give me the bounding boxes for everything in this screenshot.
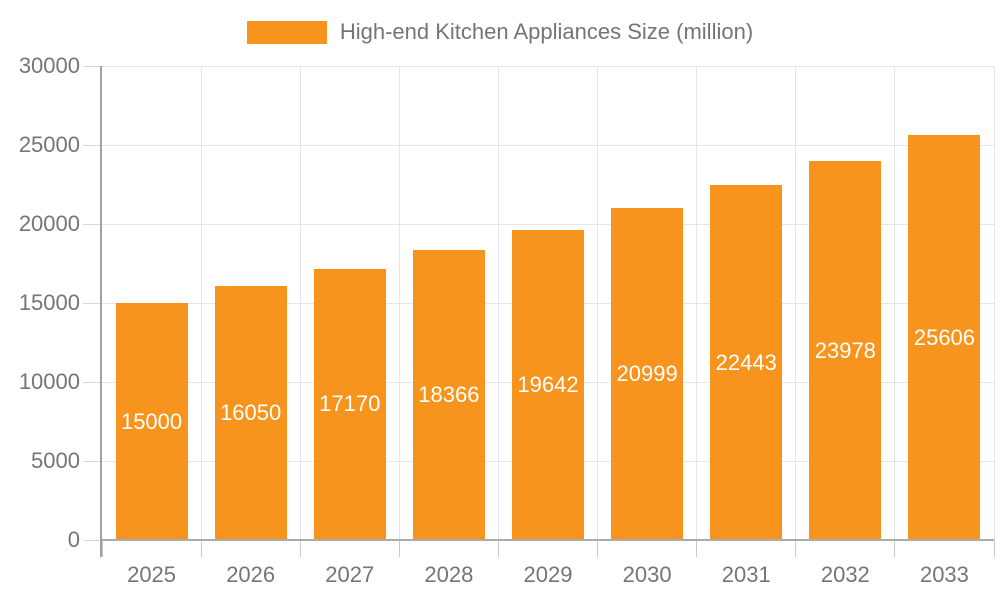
gridline-vertical	[993, 66, 995, 540]
bar-value-label: 25606	[913, 324, 976, 350]
legend[interactable]: High-end Kitchen Appliances Size (millio…	[0, 19, 1000, 45]
gridline-vertical	[200, 66, 202, 540]
y-axis-tick	[83, 65, 100, 67]
y-axis-label: 20000	[18, 211, 80, 236]
bar-2027[interactable]: 17170	[313, 268, 386, 540]
bar-2031[interactable]: 22443	[710, 185, 783, 540]
bar-value-label: 23978	[814, 337, 876, 363]
gridline-horizontal	[102, 223, 994, 225]
bar-value-label: 19642	[517, 371, 579, 397]
y-axis-tick	[83, 381, 100, 383]
gridline-horizontal	[102, 144, 994, 146]
x-axis-label: 2028	[424, 562, 474, 587]
y-axis-tick	[83, 460, 100, 462]
x-axis-tick	[894, 540, 896, 557]
x-axis-label: 2026	[226, 562, 276, 587]
bar-2033[interactable]: 25606	[908, 135, 981, 540]
y-axis-label: 10000	[18, 369, 80, 394]
y-axis-label: 0	[67, 527, 80, 552]
bar-2028[interactable]: 18366	[412, 249, 485, 540]
bar-value-label: 22443	[715, 349, 777, 375]
plot-area: 0 5000 10000 15000 20000 25000 30000 15000 16050…	[19, 55, 995, 587]
y-axis-tick	[83, 144, 100, 146]
x-axis-label: 2030	[622, 562, 672, 587]
x-axis-tick	[993, 540, 995, 557]
gridline-vertical	[398, 66, 400, 540]
y-axis-line	[100, 66, 102, 557]
bar-2026[interactable]: 16050	[214, 286, 287, 540]
y-axis-label: 25000	[18, 132, 80, 157]
x-axis-label: 2029	[523, 562, 573, 587]
x-axis-tick	[795, 540, 797, 557]
bar-2030[interactable]: 20999	[611, 208, 684, 540]
y-axis-tick	[83, 539, 100, 541]
x-axis-tick	[497, 540, 499, 557]
gridline-vertical	[696, 66, 698, 540]
bar-2025[interactable]: 15000	[115, 303, 188, 540]
gridline-horizontal	[102, 65, 994, 67]
gridline-vertical	[795, 66, 797, 540]
x-axis-label: 2033	[919, 562, 969, 587]
x-axis-label: 2027	[325, 562, 375, 587]
bar-value-label: 15000	[120, 408, 183, 434]
y-axis-label: 15000	[18, 290, 80, 315]
bar-2029[interactable]: 19642	[512, 229, 584, 540]
x-axis-label: 2025	[127, 562, 177, 587]
y-axis-label: 30000	[18, 53, 80, 78]
y-axis-tick	[83, 302, 100, 304]
x-axis-label: 2032	[820, 562, 870, 587]
legend-label: High-end Kitchen Appliances Size (millio…	[339, 19, 754, 44]
x-axis-line	[102, 539, 994, 541]
gridline-vertical	[597, 66, 599, 540]
gridline-vertical	[894, 66, 896, 540]
x-axis-tick	[696, 540, 698, 557]
x-axis-tick	[200, 540, 202, 557]
legend-swatch	[246, 20, 327, 44]
x-axis-label: 2031	[721, 562, 771, 587]
x-axis-tick	[101, 540, 103, 557]
bar-value-label: 18366	[418, 381, 480, 407]
x-axis-tick	[398, 540, 400, 557]
bar-value-label: 17170	[319, 391, 381, 417]
bar-2032[interactable]: 23978	[809, 161, 882, 540]
bar-value-label: 16050	[220, 400, 282, 426]
gridline-vertical	[497, 66, 499, 540]
gridline-vertical	[299, 66, 301, 540]
x-axis-tick	[299, 540, 301, 557]
bar-value-label: 20999	[616, 361, 678, 387]
x-axis-tick	[597, 540, 599, 557]
y-axis-tick	[83, 223, 100, 225]
y-axis-label: 5000	[31, 448, 80, 473]
